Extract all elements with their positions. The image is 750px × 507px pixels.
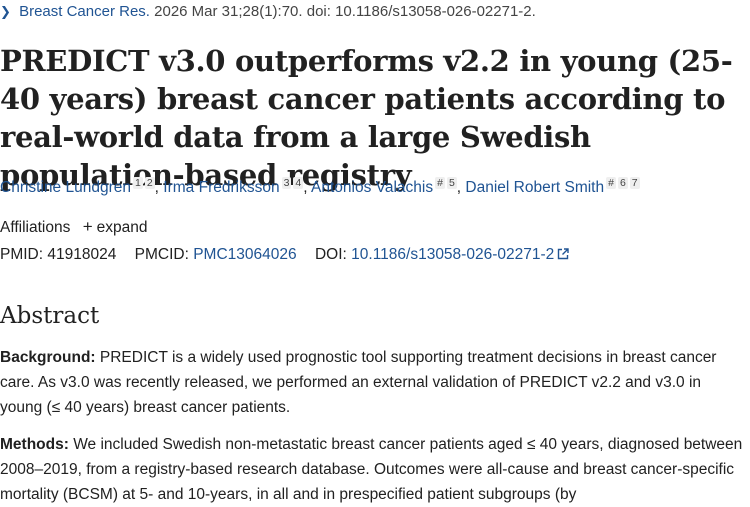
abstract-background: Background: PREDICT is a widely used pro…: [0, 345, 745, 420]
expand-label: expand: [96, 219, 148, 236]
pmid-value: 41918024: [47, 246, 117, 263]
citation-details: 2026 Mar 31;28(1):70. doi: 10.1186/s1305…: [154, 3, 536, 20]
methods-text: We included Swedish non-metastatic breas…: [0, 436, 743, 503]
pmcid-label: PMCID:: [134, 246, 189, 263]
author-affiliation-ref[interactable]: 4: [293, 177, 304, 189]
equal-contrib-mark[interactable]: #: [435, 177, 445, 189]
author-affiliation-ref[interactable]: 5: [446, 177, 457, 189]
citation-line: ❯ Breast Cancer Res. 2026 Mar 31;28(1):7…: [0, 3, 536, 20]
journal-link[interactable]: Breast Cancer Res.: [19, 3, 150, 20]
author-link[interactable]: Daniel Robert Smith: [465, 179, 605, 196]
author-link[interactable]: Christine Lundgren: [0, 179, 131, 196]
pmcid-link[interactable]: PMC13064026: [193, 246, 297, 263]
equal-contrib-mark[interactable]: #: [606, 177, 616, 189]
author-affiliation-ref[interactable]: 7: [629, 177, 640, 189]
doi-link[interactable]: 10.1186/s13058-026-02271-2: [351, 246, 569, 263]
plus-icon: +: [82, 217, 93, 236]
chevron-right-icon[interactable]: ❯: [0, 4, 11, 19]
doi-value: 10.1186/s13058-026-02271-2: [351, 246, 555, 263]
article-title: PREDICT v3.0 outperforms v2.2 in young (…: [0, 44, 733, 192]
abstract-methods: Methods: We included Swedish non-metasta…: [0, 432, 745, 507]
external-link-icon: [558, 248, 569, 260]
author-affiliation-ref[interactable]: 6: [617, 177, 628, 189]
author-list: Christine Lundgren 1 2, Irma Fredriksson 3 4…: [0, 177, 640, 196]
abstract-heading: Abstract: [0, 303, 100, 329]
doi-label: DOI:: [314, 246, 347, 263]
author-affiliation-ref[interactable]: 2: [144, 177, 155, 189]
author-link[interactable]: Irma Fredriksson: [163, 179, 280, 196]
identifiers-row: PMID: 41918024 PMCID: PMC13064026 DOI: 1…: [0, 246, 569, 264]
background-text: PREDICT is a widely used prognostic tool…: [0, 349, 717, 416]
pmid-label: PMID:: [0, 246, 44, 263]
background-label: Background:: [0, 349, 96, 366]
author-affiliation-ref[interactable]: 1: [132, 177, 143, 189]
affiliations-row: Affiliations + expand: [0, 217, 147, 237]
methods-label: Methods:: [0, 436, 69, 453]
author-link[interactable]: Antonios Valachis: [311, 179, 434, 196]
affiliations-label: Affiliations: [0, 219, 71, 236]
expand-affiliations-button[interactable]: + expand: [82, 217, 148, 236]
author-affiliation-ref[interactable]: 3: [281, 177, 292, 189]
